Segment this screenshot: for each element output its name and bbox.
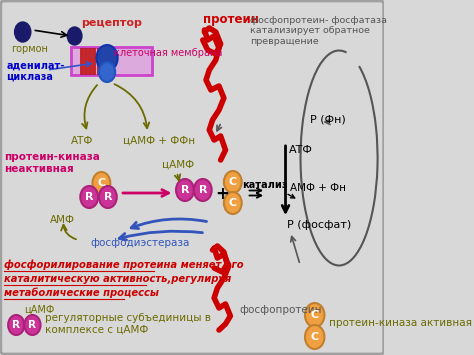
Text: R: R	[199, 185, 207, 195]
Circle shape	[305, 325, 324, 349]
Circle shape	[176, 179, 194, 201]
Text: регуляторные субъединицы в
комплексе с цАМФ: регуляторные субъединицы в комплексе с ц…	[45, 313, 210, 335]
Text: рецептор: рецептор	[81, 18, 142, 28]
Circle shape	[24, 315, 41, 335]
Text: АМФ: АМФ	[50, 215, 75, 225]
FancyBboxPatch shape	[1, 1, 383, 354]
Text: каталитическую активность,регулируя: каталитическую активность,регулируя	[4, 274, 231, 284]
Circle shape	[8, 315, 24, 335]
Text: катализ: катализ	[242, 180, 287, 190]
Bar	[100, 48, 103, 74]
Text: C: C	[310, 332, 319, 342]
Text: фосфопротеин: фосфопротеин	[239, 305, 322, 315]
Circle shape	[67, 27, 82, 45]
Text: Р (фосфат): Р (фосфат)	[287, 220, 351, 230]
Text: аденилат-
циклаза: аденилат- циклаза	[7, 60, 65, 82]
Bar	[97, 48, 100, 74]
Text: R: R	[28, 320, 36, 330]
Text: фосфорилирование протеина меняет его: фосфорилирование протеина меняет его	[4, 260, 244, 271]
Text: R: R	[85, 192, 93, 202]
Text: АТФ: АТФ	[72, 136, 94, 146]
Text: метаболические процессы: метаболические процессы	[4, 288, 159, 299]
Circle shape	[194, 179, 212, 201]
Circle shape	[99, 62, 115, 82]
Text: АТФ: АТФ	[289, 145, 313, 155]
Bar	[92, 48, 95, 74]
Bar	[72, 47, 153, 75]
Text: АМФ + Фн: АМФ + Фн	[290, 183, 346, 193]
Text: R: R	[181, 185, 189, 195]
Circle shape	[305, 303, 324, 327]
Text: фосфопротеин- фосфатаза
катализирует обратное
превращение: фосфопротеин- фосфатаза катализирует обр…	[250, 16, 387, 46]
Text: C: C	[97, 178, 105, 188]
Text: C: C	[229, 198, 237, 208]
Circle shape	[80, 186, 98, 208]
Text: R: R	[104, 192, 112, 202]
Text: фосфодиэстераза: фосфодиэстераза	[91, 238, 190, 248]
Bar	[84, 48, 87, 74]
Circle shape	[15, 22, 31, 42]
Text: +: +	[215, 185, 229, 203]
Text: цАМФ: цАМФ	[162, 160, 194, 170]
Text: C: C	[310, 310, 319, 320]
Text: протеин: протеин	[203, 13, 259, 26]
Circle shape	[92, 172, 110, 194]
Text: цАМФ: цАМФ	[24, 305, 55, 315]
Text: протеин-киназа активная: протеин-киназа активная	[328, 318, 472, 328]
Circle shape	[224, 171, 242, 193]
Text: R: R	[12, 320, 20, 330]
Text: C: C	[229, 177, 237, 187]
Circle shape	[224, 192, 242, 214]
Text: протеин-киназа
неактивная: протеин-киназа неактивная	[4, 152, 100, 174]
Text: цАМФ + ФФн: цАМФ + ФФн	[123, 136, 195, 146]
Circle shape	[99, 186, 117, 208]
Circle shape	[97, 45, 118, 71]
Text: Р (Фн): Р (Фн)	[310, 115, 346, 125]
Text: клеточная мембрана: клеточная мембрана	[114, 48, 222, 58]
Text: гормон: гормон	[11, 44, 48, 54]
Bar	[80, 48, 83, 74]
Bar	[89, 48, 91, 74]
